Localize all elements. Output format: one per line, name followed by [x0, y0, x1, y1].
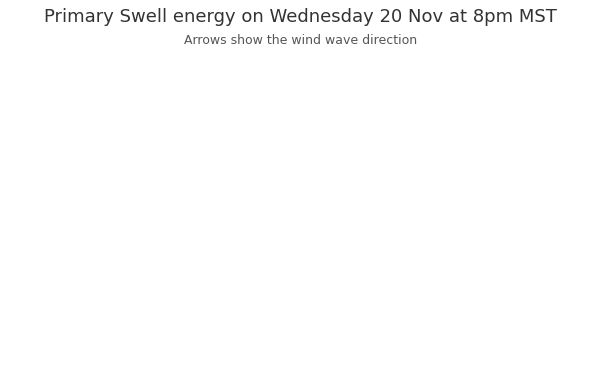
Text: Primary Swell energy on Wednesday 20 Nov at 8pm MST: Primary Swell energy on Wednesday 20 Nov… [44, 7, 557, 25]
Text: Arrows show the wind wave direction: Arrows show the wind wave direction [184, 34, 417, 47]
